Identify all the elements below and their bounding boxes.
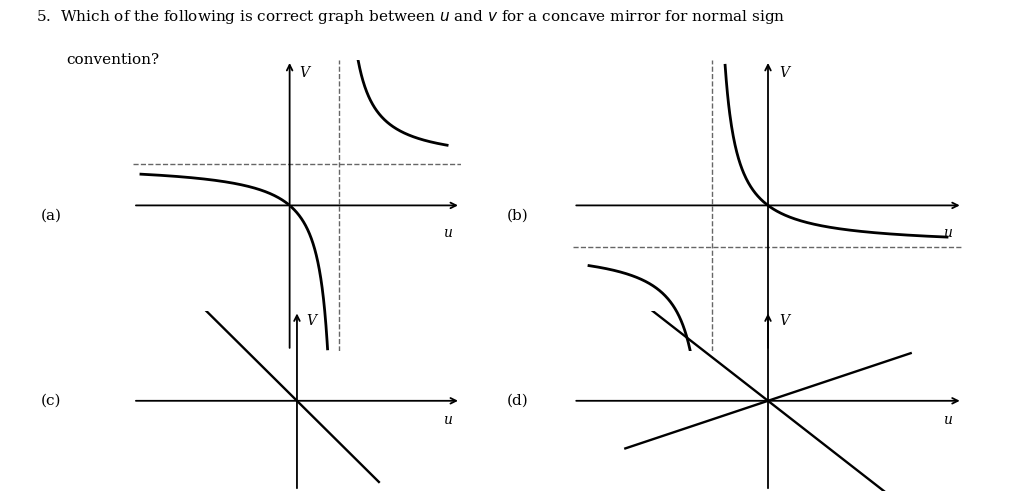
Text: V: V — [307, 314, 316, 328]
Text: (b): (b) — [507, 208, 528, 222]
Text: u: u — [443, 226, 453, 240]
Text: (a): (a) — [41, 208, 62, 222]
Text: 5.  Which of the following is correct graph between $u$ and $v$ for a concave mi: 5. Which of the following is correct gra… — [36, 8, 785, 26]
Text: u: u — [942, 226, 951, 240]
Text: V: V — [779, 66, 790, 80]
Text: convention?: convention? — [67, 53, 160, 67]
Text: V: V — [299, 66, 309, 80]
Text: (d): (d) — [507, 394, 528, 408]
Text: u: u — [443, 413, 453, 427]
Text: V: V — [779, 314, 790, 328]
Text: (c): (c) — [41, 394, 61, 408]
Text: u: u — [942, 413, 951, 427]
